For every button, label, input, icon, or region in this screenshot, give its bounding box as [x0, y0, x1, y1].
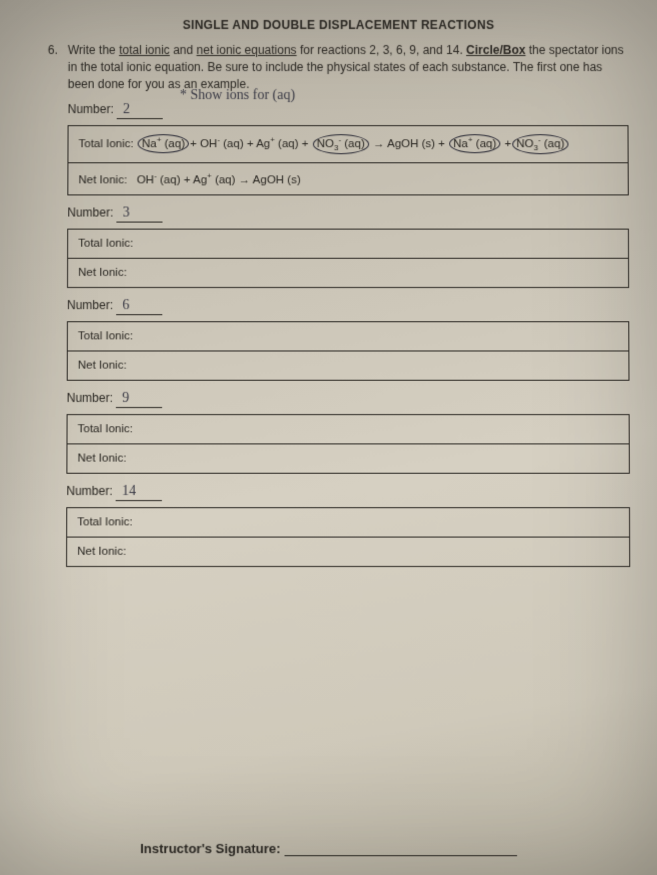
- instr-text-5: for reactions 2, 3, 6, 9, and 14.: [297, 43, 467, 57]
- equation-table: Total Ionic: Na+ (aq)+ OH- (aq) + Ag+ (a…: [67, 126, 628, 196]
- table-row: Net Ionic:: [67, 351, 629, 380]
- number-label: Number:: [68, 102, 114, 116]
- instr-text-net-ionic: net ionic equations: [196, 43, 296, 57]
- number-line: Number: 6: [67, 298, 628, 315]
- total-ionic-label: Total Ionic:: [78, 238, 133, 250]
- table-row: Total Ionic:: [67, 415, 629, 444]
- instr-text-3: and: [170, 43, 197, 57]
- handwritten-annotation: * Show ions for (aq): [180, 88, 295, 104]
- number-line: Number: 2: [68, 102, 628, 119]
- page-title: SINGLE AND DOUBLE DISPLACEMENT REACTIONS: [50, 18, 627, 32]
- number-line: Number: 14: [66, 484, 629, 501]
- number-line: Number: 3: [67, 205, 628, 222]
- question-instruction: 6. Write the total ionic and net ionic e…: [68, 42, 628, 92]
- equation-table: Total Ionic: Net Ionic:: [66, 507, 630, 567]
- number-value: 6: [116, 298, 162, 315]
- question-number: 6.: [48, 42, 58, 59]
- table-row: Total Ionic: Na+ (aq)+ OH- (aq) + Ag+ (a…: [68, 126, 628, 163]
- number-value: 14: [116, 484, 162, 501]
- number-value: 3: [117, 205, 163, 222]
- number-label: Number:: [66, 484, 112, 498]
- total-ionic-label: Total Ionic:: [77, 516, 132, 528]
- number-label: Number:: [67, 391, 113, 405]
- table-row: Net Ionic:: [67, 537, 630, 566]
- number-value: 2: [117, 102, 163, 119]
- signature-label: Instructor's Signature:: [140, 841, 280, 856]
- table-row: Total Ionic:: [67, 322, 629, 351]
- number-label: Number:: [67, 298, 113, 312]
- net-ionic-label: Net Ionic:: [77, 452, 126, 464]
- worksheet-page: SINGLE AND DOUBLE DISPLACEMENT REACTIONS…: [0, 0, 657, 875]
- instr-text-1: Write the: [68, 43, 119, 57]
- total-ionic-label: Total Ionic:: [78, 330, 133, 342]
- table-row: Net Ionic: OH- (aq) + Ag+ (aq) → AgOH (s…: [68, 163, 628, 195]
- number-line: Number: 9: [67, 391, 629, 408]
- net-ionic-value: OH- (aq) + Ag+ (aq) → AgOH (s): [137, 174, 301, 186]
- instr-text-circlebox: Circle/Box: [466, 43, 525, 57]
- net-ionic-label: Net Ionic:: [77, 546, 126, 558]
- total-ionic-label: Total Ionic:: [78, 423, 133, 435]
- table-row: Net Ionic:: [67, 444, 629, 473]
- equation-table: Total Ionic: Net Ionic:: [67, 321, 630, 381]
- signature-line: Instructor's Signature:: [0, 841, 657, 856]
- number-label: Number:: [67, 205, 113, 219]
- table-row: Net Ionic:: [68, 258, 629, 287]
- equation-table: Total Ionic: Net Ionic:: [66, 414, 629, 474]
- number-value: 9: [116, 391, 162, 408]
- net-ionic-label: Net Ionic:: [78, 267, 127, 279]
- table-row: Total Ionic:: [68, 229, 629, 258]
- net-ionic-label: Net Ionic:: [78, 359, 127, 371]
- signature-blank: [284, 855, 517, 856]
- total-ionic-value: Na+ (aq)+ OH- (aq) + Ag+ (aq) + NO3- (aq…: [137, 138, 570, 150]
- table-row: Total Ionic:: [67, 508, 630, 537]
- total-ionic-label: Total Ionic:: [79, 138, 134, 150]
- instr-text-total-ionic: total ionic: [119, 43, 170, 57]
- equation-table: Total Ionic: Net Ionic:: [67, 229, 629, 288]
- net-ionic-label: Net Ionic:: [78, 174, 127, 186]
